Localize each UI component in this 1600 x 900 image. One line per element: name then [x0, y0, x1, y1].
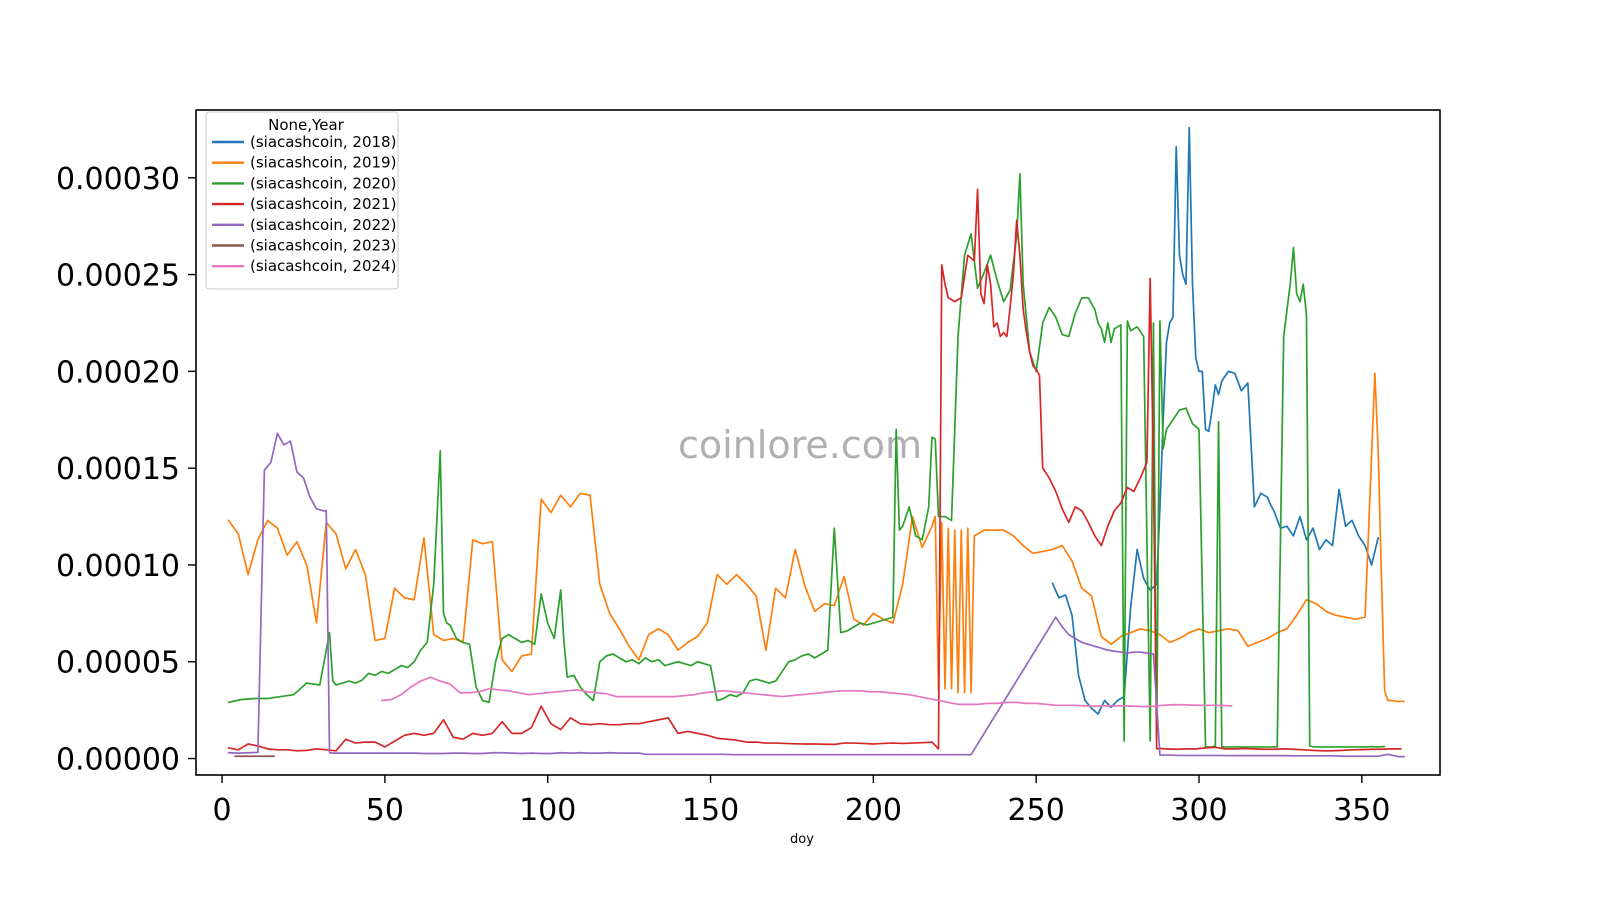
legend-item-2022[interactable]: (siacashcoin, 2022) [212, 216, 396, 234]
y-tick-label: 0.00015 [56, 452, 180, 487]
x-tick-label: 100 [519, 793, 576, 828]
y-axis-ticks: 0.00000 0.00005 0.00010 0.00015 0.00020 0.000… [56, 162, 196, 778]
series-line-2019 [227, 372, 1406, 703]
x-tick-label: 250 [1008, 793, 1065, 828]
legend-label: (siacashcoin, 2021) [250, 195, 396, 213]
axes-frame [195, 109, 1441, 776]
series-line-2024 [380, 676, 1233, 708]
legend-item-2024[interactable]: (siacashcoin, 2024) [212, 257, 396, 275]
legend-label: (siacashcoin, 2022) [250, 216, 396, 234]
x-tick-label: 300 [1170, 793, 1227, 828]
legend-label: (siacashcoin, 2023) [250, 237, 396, 255]
legend-item-2019[interactable]: (siacashcoin, 2019) [212, 154, 396, 172]
legend-label: (siacashcoin, 2020) [250, 174, 396, 192]
series-line-2020 [227, 173, 1386, 748]
x-tick-label: 150 [682, 793, 739, 828]
x-tick-label: 0 [213, 793, 232, 828]
x-tick-label: 50 [366, 793, 404, 828]
legend-item-2023[interactable]: (siacashcoin, 2023) [212, 237, 396, 255]
watermark: coinlore.com [678, 423, 922, 467]
chart-legend[interactable]: None,Year(siacashcoin, 2018) (siacashcoin… [205, 111, 399, 290]
x-tick-label: 350 [1333, 793, 1390, 828]
y-tick-label: 0.00000 [56, 743, 180, 778]
legend-item-2018[interactable]: (siacashcoin, 2018) [212, 133, 396, 151]
series-line-2022 [227, 432, 1406, 758]
x-axis-ticks: 0 50 100 150 200 250 300 350 [213, 775, 1390, 828]
legend-item-2020[interactable]: (siacashcoin, 2020) [212, 174, 396, 192]
legend-label: (siacashcoin, 2018) [250, 133, 396, 151]
y-tick-label: 0.00005 [56, 646, 180, 681]
y-tick-label: 0.00010 [56, 549, 180, 584]
x-axis-label: doy [790, 832, 814, 847]
y-tick-label: 0.00020 [56, 355, 180, 390]
series-line-2021 [227, 188, 1402, 752]
legend-title: None,Year [268, 116, 344, 134]
series-group [227, 126, 1406, 758]
legend-item-2021[interactable]: (siacashcoin, 2021) [212, 195, 396, 213]
legend-label: (siacashcoin, 2019) [250, 154, 396, 172]
y-tick-label: 0.00030 [56, 162, 180, 197]
legend-label: (siacashcoin, 2024) [250, 257, 396, 275]
watermark-text: coinlore.com [678, 423, 922, 467]
legend-box [205, 111, 399, 290]
series-line-2018 [1051, 126, 1379, 715]
x-tick-label: 200 [845, 793, 902, 828]
y-tick-label: 0.00025 [56, 259, 180, 294]
